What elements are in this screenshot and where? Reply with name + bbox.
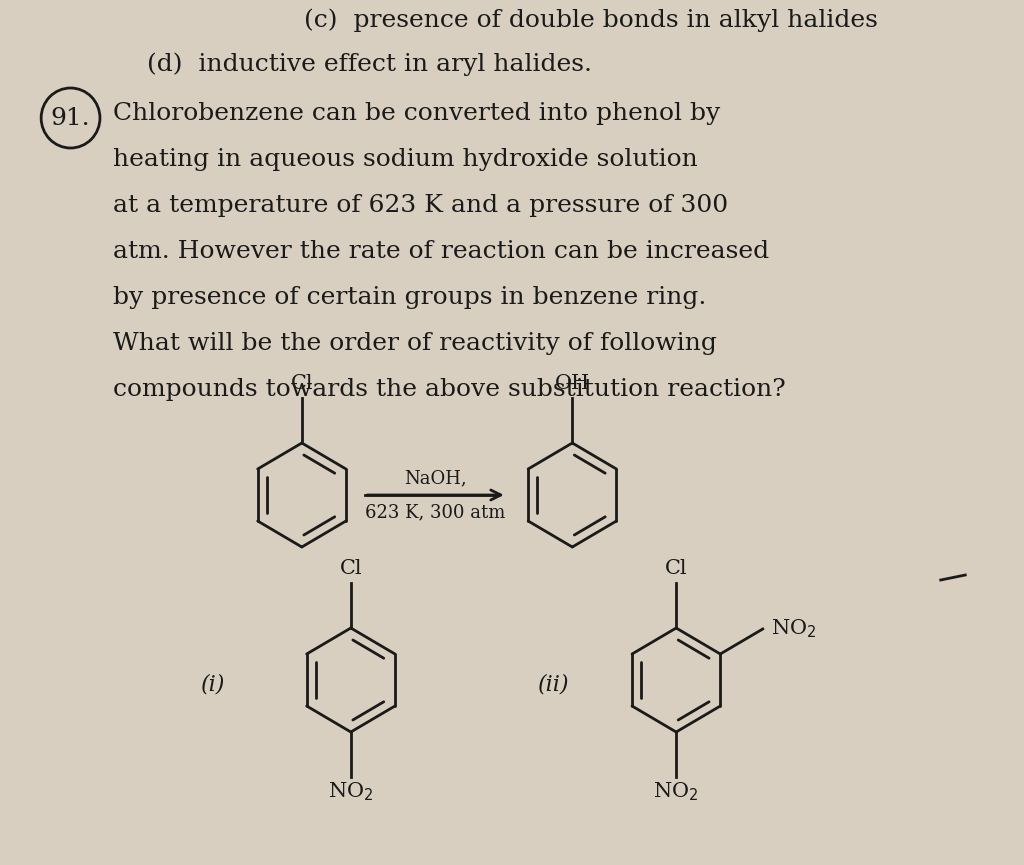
Text: (i): (i) xyxy=(202,674,226,696)
Text: at a temperature of 623 K and a pressure of 300: at a temperature of 623 K and a pressure… xyxy=(113,194,728,217)
Text: NaOH,: NaOH, xyxy=(404,469,467,487)
Text: (ii): (ii) xyxy=(538,674,569,696)
Text: 91.: 91. xyxy=(51,106,90,130)
Text: OH: OH xyxy=(555,374,590,393)
Text: heating in aqueous sodium hydroxide solution: heating in aqueous sodium hydroxide solu… xyxy=(113,148,697,171)
Text: NO$_2$: NO$_2$ xyxy=(771,618,816,640)
Text: by presence of certain groups in benzene ring.: by presence of certain groups in benzene… xyxy=(113,286,707,309)
Text: NO$_2$: NO$_2$ xyxy=(653,780,699,803)
Text: Cl: Cl xyxy=(340,559,362,578)
Text: Cl: Cl xyxy=(291,374,313,393)
Text: atm. However the rate of reaction can be increased: atm. However the rate of reaction can be… xyxy=(113,240,769,263)
Text: compounds towards the above substitution reaction?: compounds towards the above substitution… xyxy=(113,378,785,401)
Text: 623 K, 300 atm: 623 K, 300 atm xyxy=(366,503,506,521)
Text: NO$_2$: NO$_2$ xyxy=(328,780,374,803)
Text: What will be the order of reactivity of following: What will be the order of reactivity of … xyxy=(113,332,717,355)
Text: (c)  presence of double bonds in alkyl halides: (c) presence of double bonds in alkyl ha… xyxy=(304,8,878,31)
Text: Cl: Cl xyxy=(665,559,687,578)
Text: (d)  inductive effect in aryl halides.: (d) inductive effect in aryl halides. xyxy=(147,52,592,75)
Text: Chlorobenzene can be converted into phenol by: Chlorobenzene can be converted into phen… xyxy=(113,102,720,125)
